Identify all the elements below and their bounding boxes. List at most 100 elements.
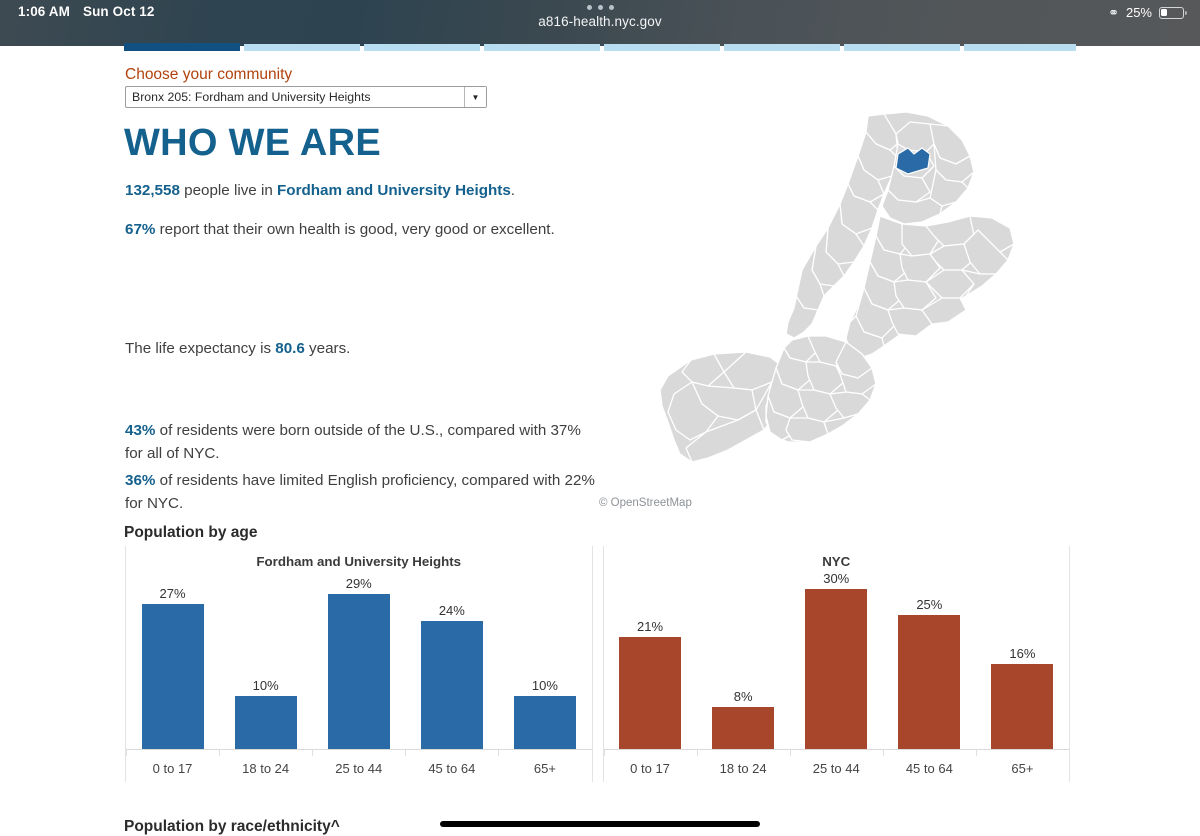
page-title: WHO WE ARE [124, 122, 382, 164]
category-label: 0 to 17 [152, 761, 193, 776]
status-bar-right: ⚭ 25% [1108, 5, 1187, 20]
chart-panel-nyc: NYC 21% 8% 30% 25% 16% 0 to 17 18 to 24 25 to … [602, 546, 1070, 782]
status-bar-center: a816-health.nyc.gov [0, 5, 1200, 29]
category-label: 18 to 24 [719, 761, 767, 776]
bar-value-label: 29% [345, 575, 372, 591]
category-label: 45 to 64 [905, 761, 953, 776]
battery-percent-label: 25% [1125, 5, 1152, 20]
bar-slot: 24% [405, 572, 498, 750]
browser-tab-strip [0, 43, 1200, 52]
stat-population-end: . [510, 182, 516, 199]
link-icon: ⚭ [1108, 5, 1119, 20]
stat-neighborhood-name: Fordham and University Heights [277, 182, 511, 199]
stat-foreign-born-value: 43% [125, 422, 156, 439]
bar-slot: 30% [790, 572, 883, 750]
axis-tick [405, 750, 498, 756]
category-label: 65+ [1011, 761, 1034, 776]
bar-slot: 8% [697, 572, 790, 750]
stat-limited-english-text: of residents have limited English profic… [125, 472, 595, 512]
battery-icon [1159, 6, 1187, 19]
bar-value-label: 10% [531, 678, 558, 694]
browser-tab-7[interactable] [844, 44, 960, 51]
browser-tab-1[interactable] [124, 43, 240, 51]
browser-tab-2[interactable] [244, 44, 360, 51]
bar-slot: 10% [498, 572, 591, 750]
stat-foreign-born: 43% of residents were born outside of th… [125, 420, 595, 466]
bar[interactable] [513, 696, 576, 750]
stat-life-prefix: The life expectancy is [125, 340, 276, 357]
map-svg [659, 111, 1015, 463]
choose-community-label: Choose your community [125, 66, 293, 83]
bar[interactable] [898, 615, 961, 750]
axis-tick [603, 750, 697, 756]
browser-tab-3[interactable] [364, 44, 480, 51]
category-label: 18 to 24 [242, 761, 290, 776]
stat-life-value: 80.6 [275, 340, 305, 357]
status-bar-left: 1:06 AM Sun Oct 12 [18, 4, 155, 19]
chart-axis-line [126, 749, 592, 750]
bar-value-label: 16% [1009, 645, 1036, 661]
chart-panel-neighborhood: Fordham and University Heights 27% 10% 29%… [125, 546, 593, 782]
browser-tab-4[interactable] [484, 44, 600, 51]
chevron-down-icon[interactable]: ▼ [464, 87, 486, 107]
bar-slot: 25% [883, 572, 976, 750]
bar-value-label: 24% [438, 602, 465, 618]
bar-slot: 27% [126, 572, 219, 750]
stat-population-mid: people live in [179, 182, 278, 199]
stat-population-value: 132,558 [125, 182, 180, 199]
three-dots-icon[interactable] [0, 5, 1200, 10]
community-select[interactable]: Bronx 205: Fordham and University Height… [125, 86, 487, 108]
status-time: 1:06 AM [18, 4, 70, 19]
stat-life-suffix: years. [304, 340, 351, 357]
ipad-status-bar: 1:06 AM Sun Oct 12 a816-health.nyc.gov ⚭… [0, 0, 1200, 46]
category-label: 25 to 44 [335, 761, 383, 776]
browser-tab-8[interactable] [964, 44, 1076, 51]
bar[interactable] [805, 589, 868, 750]
stat-life-expectancy: The life expectancy is 80.6 years. [125, 338, 595, 361]
bar-value-label: 8% [733, 688, 753, 704]
bar-value-label: 21% [637, 618, 664, 634]
category-label: 45 to 64 [428, 761, 476, 776]
web-page-content: Choose your community Bronx 205: Fordham… [0, 52, 1200, 835]
chart-axis-line [603, 749, 1069, 750]
map-attribution[interactable]: © OpenStreetMap [596, 496, 695, 510]
bar[interactable] [420, 620, 483, 750]
bar-slot: 29% [312, 572, 405, 750]
axis-tick [789, 750, 883, 756]
axis-tick [975, 750, 1069, 756]
status-date: Sun Oct 12 [82, 4, 155, 19]
section-title-population-by-age: Population by age [124, 524, 258, 541]
chart-title: Fordham and University Heights [256, 554, 462, 569]
bar-value-label: 27% [159, 586, 186, 602]
population-by-age-charts: Fordham and University Heights 27% 10% 29%… [125, 546, 1070, 782]
community-select-value: Bronx 205: Fordham and University Height… [132, 90, 371, 104]
chart-axis-ticks [603, 750, 1070, 756]
stat-health-text: report that their own health is good, ve… [155, 221, 555, 238]
browser-tab-6[interactable] [724, 44, 840, 51]
category-label: 65+ [533, 761, 556, 776]
chart-category-labels: 0 to 17 18 to 24 25 to 44 45 to 64 65+ [126, 758, 592, 780]
axis-tick [696, 750, 790, 756]
bar-value-label: 30% [823, 571, 850, 586]
bar[interactable] [234, 696, 297, 750]
bar[interactable] [141, 604, 204, 750]
bar[interactable] [327, 593, 390, 750]
stat-health-value: 67% [125, 221, 156, 238]
stat-limited-english-value: 36% [125, 472, 156, 489]
axis-tick [882, 750, 976, 756]
bar-value-label: 25% [916, 597, 943, 613]
stat-foreign-born-text: of residents were born outside of the U.… [125, 422, 581, 462]
stat-population: 132,558 people live in Fordham and Unive… [125, 180, 595, 203]
map-borough-shapes [659, 111, 1015, 463]
bar[interactable] [619, 636, 682, 750]
browser-tab-5[interactable] [604, 44, 720, 51]
bar[interactable] [991, 663, 1054, 750]
category-label: 25 to 44 [812, 761, 860, 776]
chart-plot-area: 27% 10% 29% 24% 10% [126, 572, 592, 750]
bar-value-label: 10% [252, 678, 279, 694]
highlighted-district [895, 147, 931, 175]
nyc-community-district-map[interactable] [596, 110, 1016, 510]
bar[interactable] [712, 706, 775, 750]
chart-title: NYC [822, 554, 851, 569]
category-label: 0 to 17 [630, 761, 670, 776]
